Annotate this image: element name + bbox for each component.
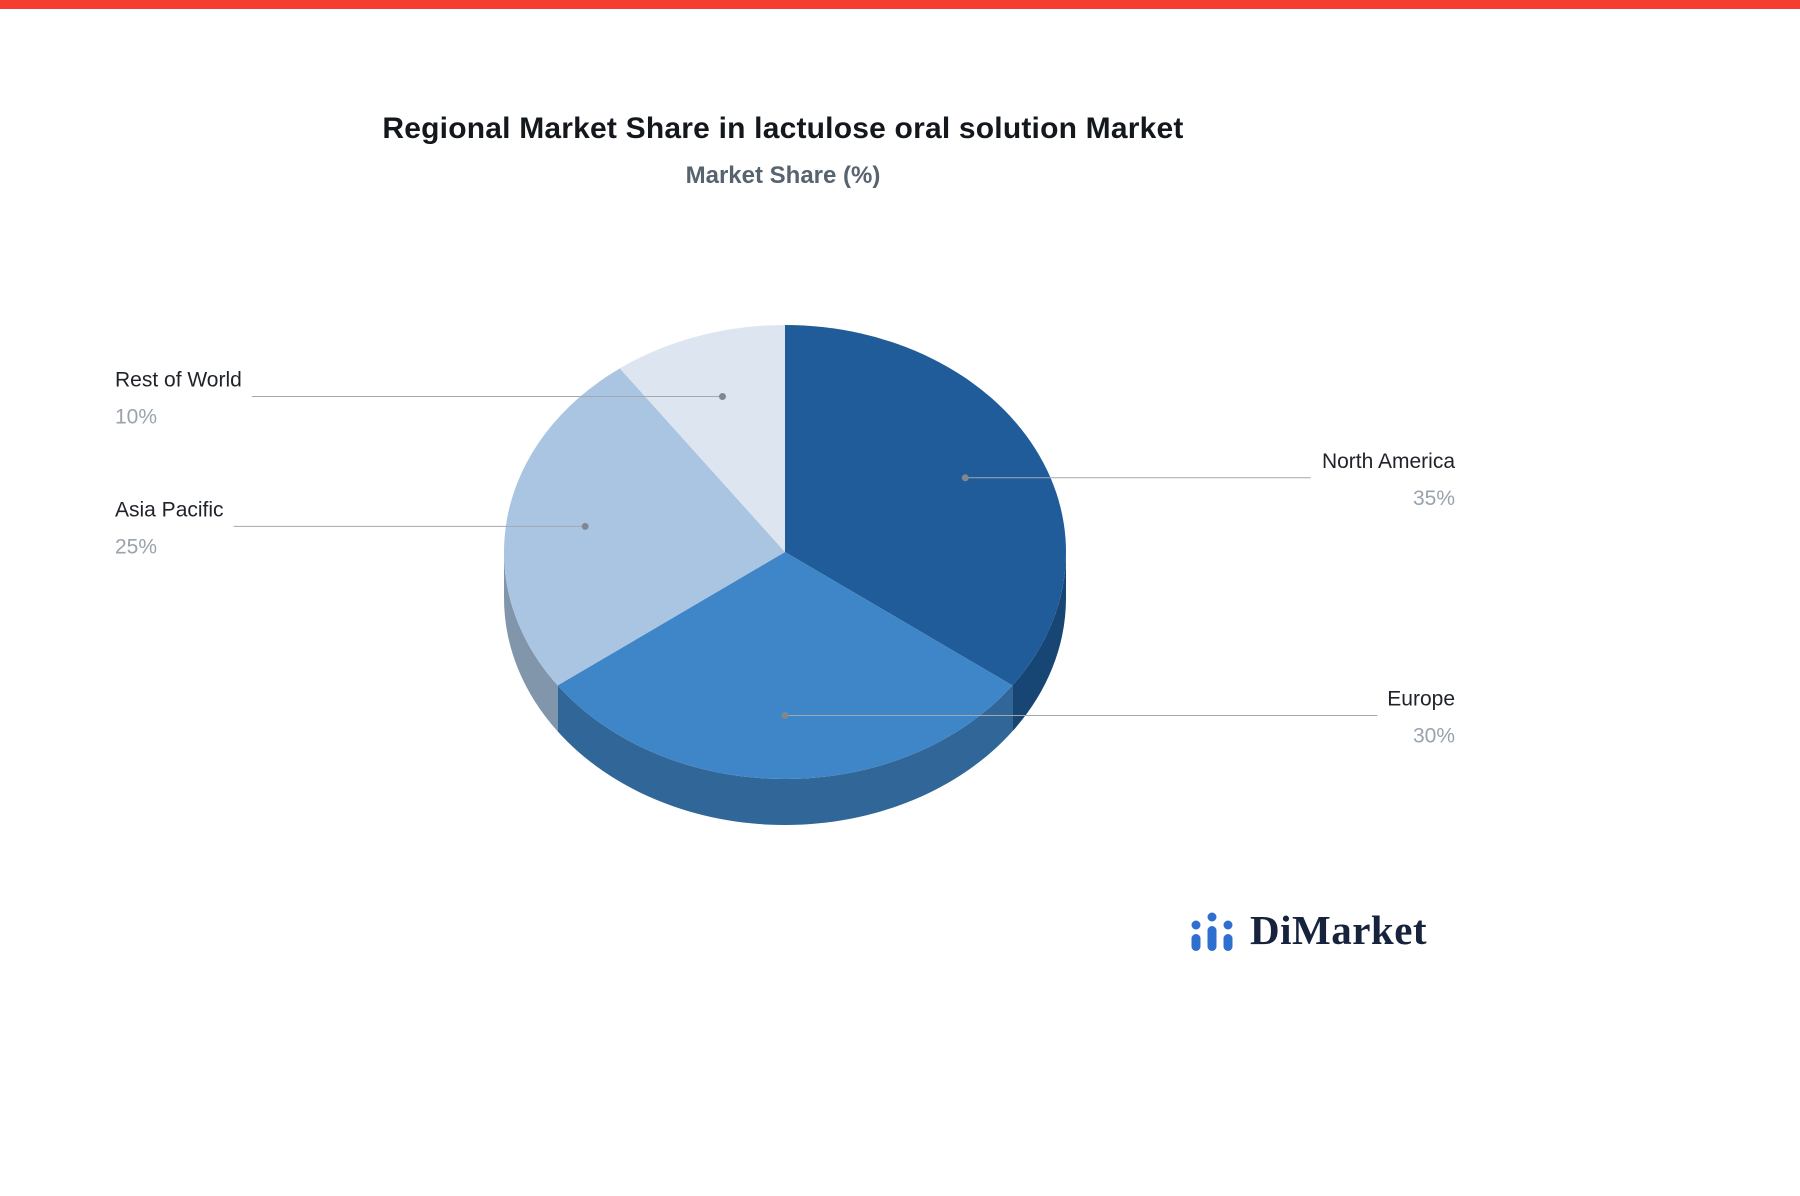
callout-dot-asia-pacific (581, 522, 589, 530)
brand-logo: DiMarket (1186, 903, 1427, 957)
pie-slice-europe[interactable] (557, 552, 1013, 780)
pie-slice-side-europe (557, 685, 1013, 825)
callout-label-rest-of-world: Rest of World (115, 369, 242, 392)
pie-slice-rest-of-world[interactable] (619, 325, 785, 552)
top-accent-bar (0, 0, 1800, 9)
callout-value-north-america: 35% (1413, 487, 1455, 510)
pie-slice-north-america[interactable] (785, 325, 1066, 686)
bar-chart-icon (1191, 912, 1233, 951)
pie-slice-asia-pacific[interactable] (504, 368, 785, 686)
callout-label-europe: Europe (1387, 687, 1455, 710)
brand-name: DiMarket (1250, 907, 1428, 953)
callout-dot-rest-of-world (718, 393, 726, 401)
pie-slice-side-asia-pacific (504, 552, 558, 732)
callout-label-asia-pacific: Asia Pacific (115, 498, 224, 521)
callout-dot-north-america (961, 474, 969, 482)
callout-dot-europe (781, 711, 789, 719)
callout-value-asia-pacific: 25% (115, 535, 157, 558)
callout-value-rest-of-world: 10% (115, 406, 157, 429)
callout-label-north-america: North America (1322, 450, 1455, 473)
pie-slice-side-north-america (1012, 552, 1066, 732)
callout-value-europe: 30% (1413, 724, 1455, 747)
